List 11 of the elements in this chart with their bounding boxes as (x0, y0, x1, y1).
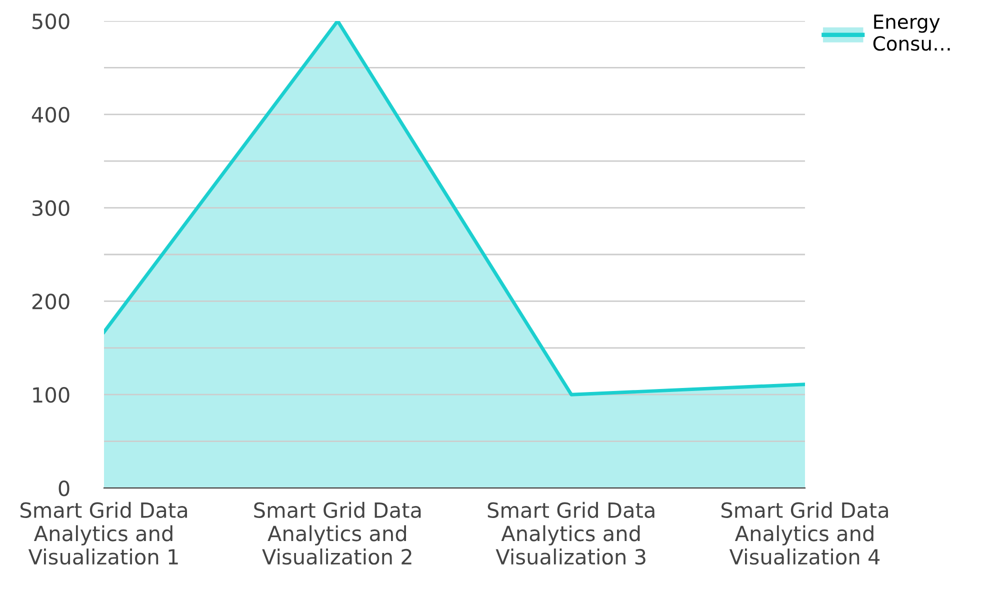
legend-label: Energy Consu… (873, 14, 950, 51)
y-tick-label: 500 (32, 13, 70, 30)
y-tick-label: 300 (32, 200, 70, 216)
x-tick-label: Smart Grid Data Analytics and Visualization 2 (254, 502, 421, 565)
y-tick-label: 100 (33, 387, 70, 403)
x-tick-label: Smart Grid Data Analytics and Visualization 4 (722, 502, 888, 565)
y-tick-label: 0 (58, 480, 70, 496)
y-tick-label: 200 (32, 294, 70, 310)
x-tick-label: Smart Grid Data Analytics and Visualization 3 (488, 502, 654, 565)
x-tick-label: Smart Grid Data Analytics and Visualization 1 (20, 502, 187, 565)
y-tick-label: 400 (32, 106, 70, 123)
